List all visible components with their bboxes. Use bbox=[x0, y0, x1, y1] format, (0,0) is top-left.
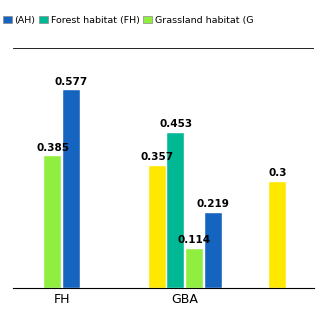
Text: 0.453: 0.453 bbox=[159, 119, 192, 129]
Bar bbox=[63, 90, 80, 288]
Bar bbox=[205, 213, 221, 288]
Text: 0.3: 0.3 bbox=[268, 168, 287, 178]
Text: 0.357: 0.357 bbox=[140, 152, 174, 162]
Text: 0.114: 0.114 bbox=[178, 236, 211, 245]
Bar bbox=[149, 166, 166, 288]
Text: 0.577: 0.577 bbox=[54, 77, 88, 87]
Text: 0.219: 0.219 bbox=[197, 199, 229, 210]
Legend: (AH), Forest habitat (FH), Grassland habitat (G: (AH), Forest habitat (FH), Grassland hab… bbox=[0, 12, 257, 28]
Bar bbox=[186, 249, 203, 288]
Text: 0.385: 0.385 bbox=[36, 143, 69, 153]
Bar bbox=[167, 133, 184, 288]
Bar bbox=[269, 182, 286, 288]
Bar bbox=[44, 156, 61, 288]
